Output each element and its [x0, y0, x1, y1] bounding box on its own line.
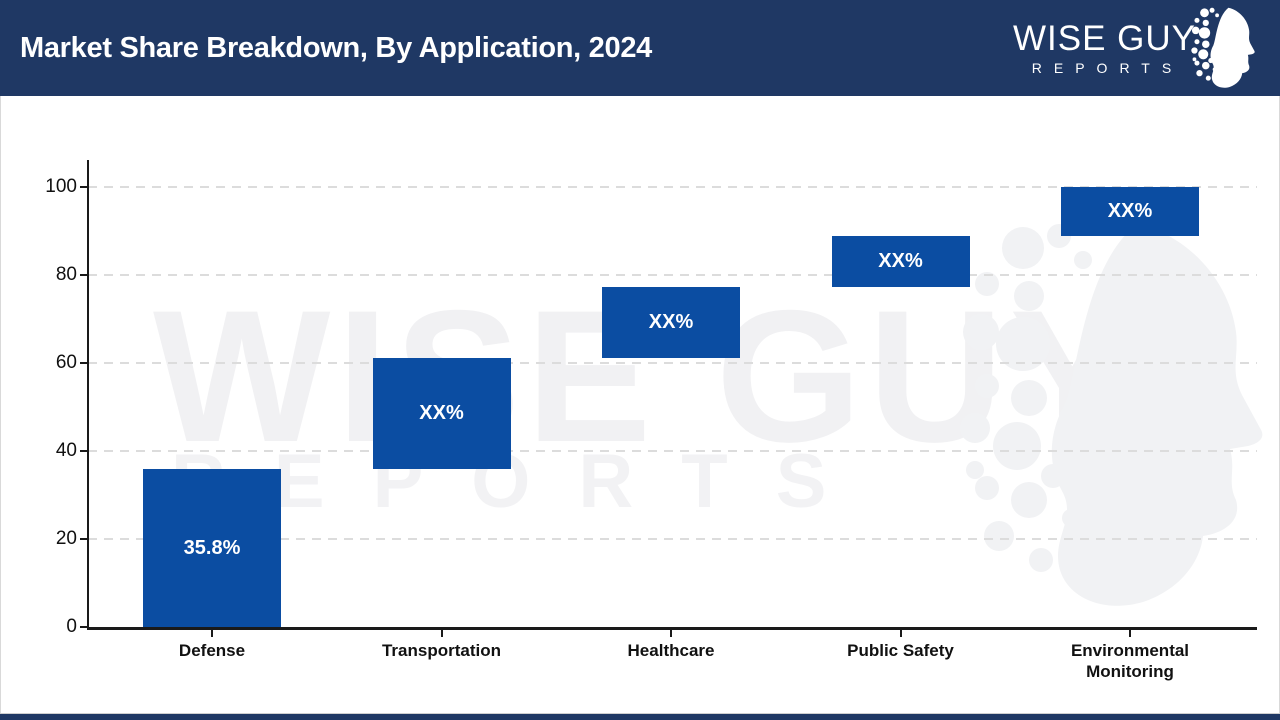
x-axis-tick-label: Healthcare — [627, 641, 715, 660]
bar-segment: XX% — [372, 358, 511, 470]
gridline-100 — [88, 186, 1257, 188]
bar-value-label: XX% — [1107, 199, 1153, 222]
x-axis-tick-mark — [211, 630, 213, 637]
chart-canvas: WISE GUY REPORTS 0 20 40 60 80 100 35.8% Defens… — [0, 96, 1280, 713]
y-axis-tick-label: 40 — [55, 440, 77, 461]
y-axis-tick-mark — [80, 274, 88, 276]
x-axis-tick-label: Environmental Monitoring — [1070, 641, 1190, 682]
x-axis-tick-label: Transportation — [381, 641, 501, 660]
x-axis-tick-label: Public Safety — [847, 641, 954, 660]
header: Market Share Breakdown, By Application, … — [0, 0, 1280, 96]
bar-value-label: XX% — [878, 249, 923, 272]
footer-bar — [0, 713, 1280, 720]
bar-value-label: 35.8% — [183, 536, 241, 559]
bar-value-label: XX% — [648, 311, 694, 333]
x-axis-tick-mark — [670, 630, 672, 637]
gridline-80 — [88, 274, 1257, 276]
y-axis-tick-label: 60 — [55, 352, 77, 373]
y-axis-tick-mark — [80, 626, 88, 628]
y-axis-tick-mark — [80, 450, 88, 452]
bar-value-label: XX% — [419, 402, 464, 425]
x-axis-tick-mark — [1129, 630, 1131, 637]
x-axis-tick-mark — [899, 630, 902, 637]
y-axis-tick-mark — [80, 186, 88, 188]
y-axis-line — [87, 160, 89, 629]
y-axis-tick-label: 20 — [55, 528, 77, 549]
bar-segment: XX% — [831, 235, 970, 287]
y-axis-tick-label: 100 — [45, 176, 77, 197]
logo-wordmark: WISE GUY — [1012, 18, 1196, 58]
y-axis-tick-label: 80 — [55, 264, 77, 285]
y-axis-tick-mark — [80, 362, 88, 364]
y-axis-tick-mark — [80, 538, 88, 540]
logo-text: WISE GUY REPORTS — [1013, 21, 1196, 76]
gridline-20 — [88, 538, 1257, 540]
page-title: Market Share Breakdown, By Application, … — [20, 31, 652, 64]
bar-segment: XX% — [602, 286, 740, 359]
x-axis-tick-mark — [440, 630, 443, 637]
gridline-60 — [88, 362, 1257, 364]
x-axis-tick-label: Defense — [178, 641, 246, 660]
x-axis-line — [87, 627, 1257, 630]
y-axis-tick-label: 0 — [66, 616, 77, 637]
gridline-40 — [88, 450, 1257, 452]
wiseguy-logo: WISE GUY REPORTS — [1013, 4, 1280, 92]
logo-subtitle: REPORTS — [1031, 59, 1184, 76]
bar-segment: 35.8% — [143, 469, 281, 627]
bar-segment: XX% — [1061, 187, 1199, 236]
